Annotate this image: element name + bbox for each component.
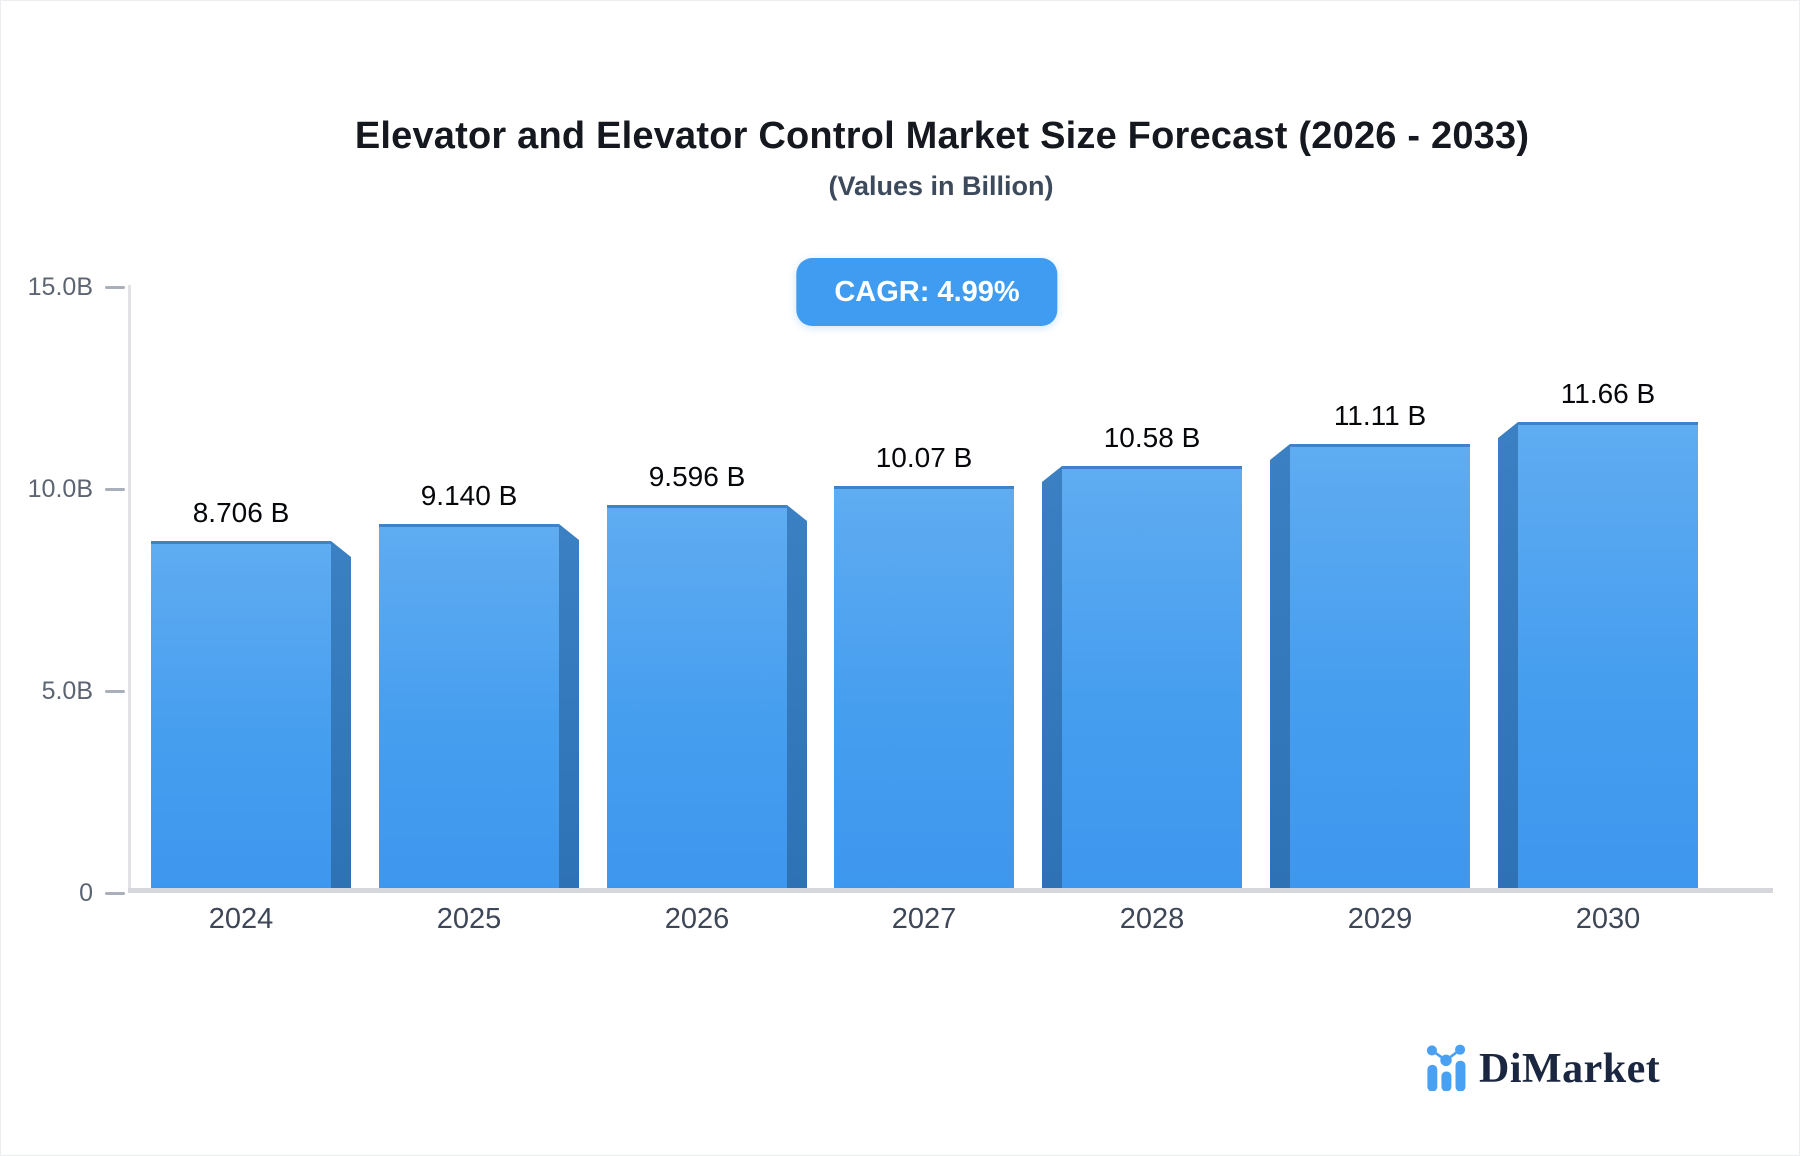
- bar-2025: [379, 524, 559, 893]
- bar-2029: [1290, 444, 1470, 893]
- bar-2030: [1518, 422, 1698, 893]
- bar-value-label: 11.66 B: [1560, 378, 1656, 409]
- x-axis-label: 2027: [891, 903, 957, 935]
- bar-value-label: 10.07 B: [875, 442, 973, 473]
- bar-side-face: [1498, 422, 1518, 893]
- bar-side-face: [1270, 444, 1290, 893]
- y-axis-line: [128, 285, 131, 893]
- y-tick-label: 15.0B: [27, 273, 93, 301]
- brand-logo: DiMarket: [1425, 1043, 1660, 1091]
- x-axis-label: 2030: [1575, 903, 1641, 935]
- bar-2026: [607, 505, 787, 893]
- x-axis-label: 2024: [208, 903, 274, 935]
- y-tick-dash: [105, 488, 125, 491]
- y-tick-label: 0: [79, 879, 93, 907]
- y-tick-dash: [105, 690, 125, 693]
- x-axis-label: 2029: [1347, 903, 1413, 935]
- bar-2024: [151, 541, 331, 893]
- dimarket-logo-icon: [1426, 1044, 1466, 1091]
- x-axis-label: 2025: [436, 903, 502, 935]
- bar-value-label: 8.706 B: [192, 497, 290, 528]
- x-axis-label: 2026: [664, 903, 730, 935]
- bar-side-face: [559, 524, 579, 893]
- chart-title: Elevator and Elevator Control Market Siz…: [354, 115, 1530, 157]
- bar-2028: [1062, 466, 1242, 893]
- chart-subtitle: (Values in Billion): [828, 171, 1054, 201]
- bar-side-face: [1042, 466, 1062, 893]
- x-axis-label: 2028: [1119, 903, 1185, 935]
- bar-side-face: [331, 541, 351, 893]
- bar-value-label: 11.11 B: [1333, 400, 1427, 431]
- bar-value-label: 9.596 B: [648, 461, 746, 492]
- cagr-badge: CAGR: 4.99%: [796, 258, 1058, 326]
- bar-value-label: 9.140 B: [420, 480, 518, 511]
- y-tick-label: 5.0B: [41, 677, 93, 705]
- x-axis-line: [128, 888, 1773, 893]
- bar-2027: [834, 486, 1014, 893]
- brand-logo-text: DiMarket: [1479, 1046, 1661, 1092]
- bar-side-face: [787, 505, 807, 893]
- y-tick-label: 10.0B: [27, 475, 93, 503]
- bar-value-label: 10.58 B: [1103, 422, 1201, 453]
- y-tick-dash: [105, 286, 125, 289]
- y-tick-dash: [105, 892, 125, 895]
